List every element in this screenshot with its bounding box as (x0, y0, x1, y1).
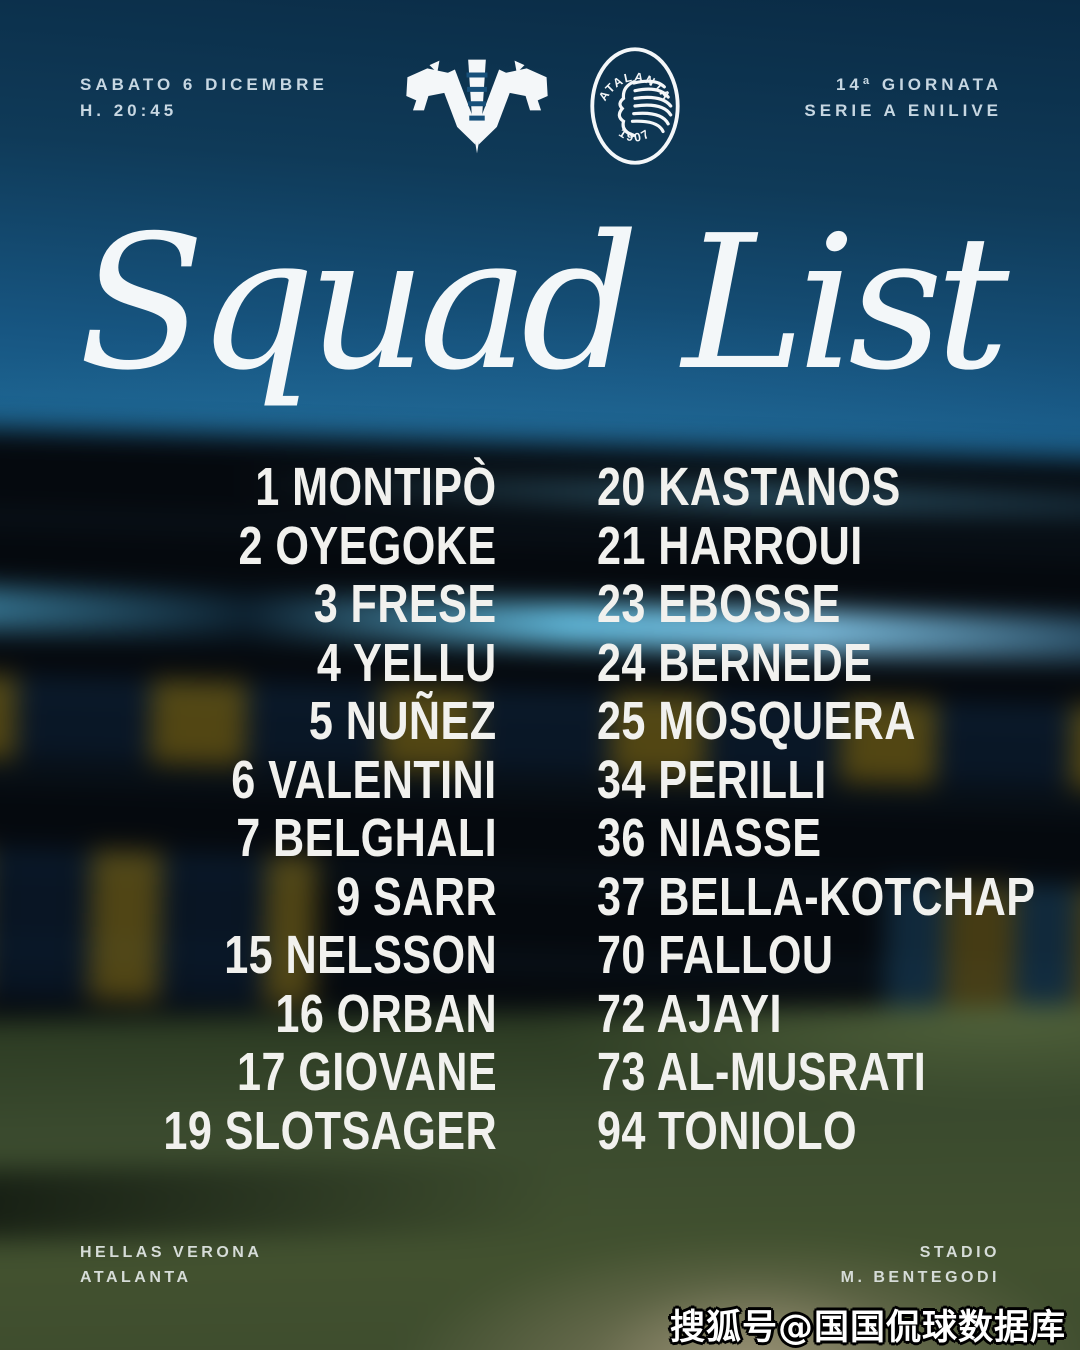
squad-row: 24 BERNEDE (597, 632, 873, 693)
squad-row: 37 BELLA-KOTCHAP (597, 866, 1036, 927)
squad-row: 36 NIASSE (597, 808, 822, 868)
stadium-name: M. BENTEGODI (840, 1269, 1000, 1286)
squad-row: 23 EBOSSE (597, 574, 841, 634)
stadium-label: STADIO (919, 1244, 1000, 1261)
squad-row: 72 AJAYI (597, 983, 782, 1044)
watermark-text: 搜狐号@国国侃球数据库 (669, 1308, 1066, 1348)
squad-row: 21 HARROUI (597, 515, 863, 576)
competition-name: SERIE A ENILIVE (804, 101, 1002, 120)
squad-row: 94 TONIOLO (597, 1100, 858, 1161)
squad-row: 5 NUÑEZ (309, 691, 497, 751)
squad-row: 15 NELSSON (224, 925, 497, 985)
squad-row: 25 MOSQUERA (597, 691, 916, 751)
squad-row: 70 FALLOU (597, 925, 834, 985)
squad-row: 2 OYEGOKE (238, 515, 497, 576)
club-crests: ATALANTA 1907 (0, 42, 1080, 170)
match-time: H. 20:45 (80, 101, 178, 120)
squad-row: 3 FRESE (314, 574, 497, 634)
squad-row: 73 AL-MUSRATI (597, 1042, 927, 1102)
squad-row: 19 SLOTSAGER (163, 1100, 497, 1161)
squad-row: 34 PERILLI (597, 749, 827, 810)
page-title: Squad List (78, 195, 1009, 411)
fixture-teams-block: HELLAS VERONA ATALANTA (80, 1240, 262, 1290)
home-team-name: HELLAS VERONA (80, 1244, 263, 1261)
squad-row: 1 MONTIPÒ (255, 457, 497, 517)
squad-row: 4 YELLU (317, 632, 497, 693)
away-team-name: ATALANTA (80, 1269, 192, 1286)
match-date: SABATO 6 DICEMBRE (80, 75, 328, 94)
squad-row: 9 SARR (336, 866, 497, 927)
squad-row: 6 VALENTINI (231, 749, 497, 810)
squad-row: 17 GIOVANE (236, 1042, 497, 1102)
squad-row: 16 ORBAN (275, 983, 497, 1044)
stadium-block: STADIO M. BENTEGODI (841, 1240, 1000, 1290)
atalanta-goddess-profile (617, 79, 673, 137)
squad-column-right: 20 KASTANOS 21 HARROUI 23 EBOSSE 24 BERN… (597, 458, 1080, 1160)
hellas-verona-crest-icon (406, 59, 548, 153)
squad-row: 20 KASTANOS (597, 457, 901, 517)
atalanta-crest-icon: ATALANTA 1907 (590, 47, 680, 165)
matchday-number: 14ª GIORNATA (835, 75, 1002, 94)
squad-column-left: 1 MONTIPÒ 2 OYEGOKE 3 FRESE 4 YELLU 5 NU… (80, 458, 497, 1160)
match-date-block: SABATO 6 DICEMBRE H. 20:45 (80, 72, 328, 124)
squad-row: 7 BELGHALI (236, 808, 497, 868)
competition-block: 14ª GIORNATA SERIE A ENILIVE (804, 72, 1002, 124)
